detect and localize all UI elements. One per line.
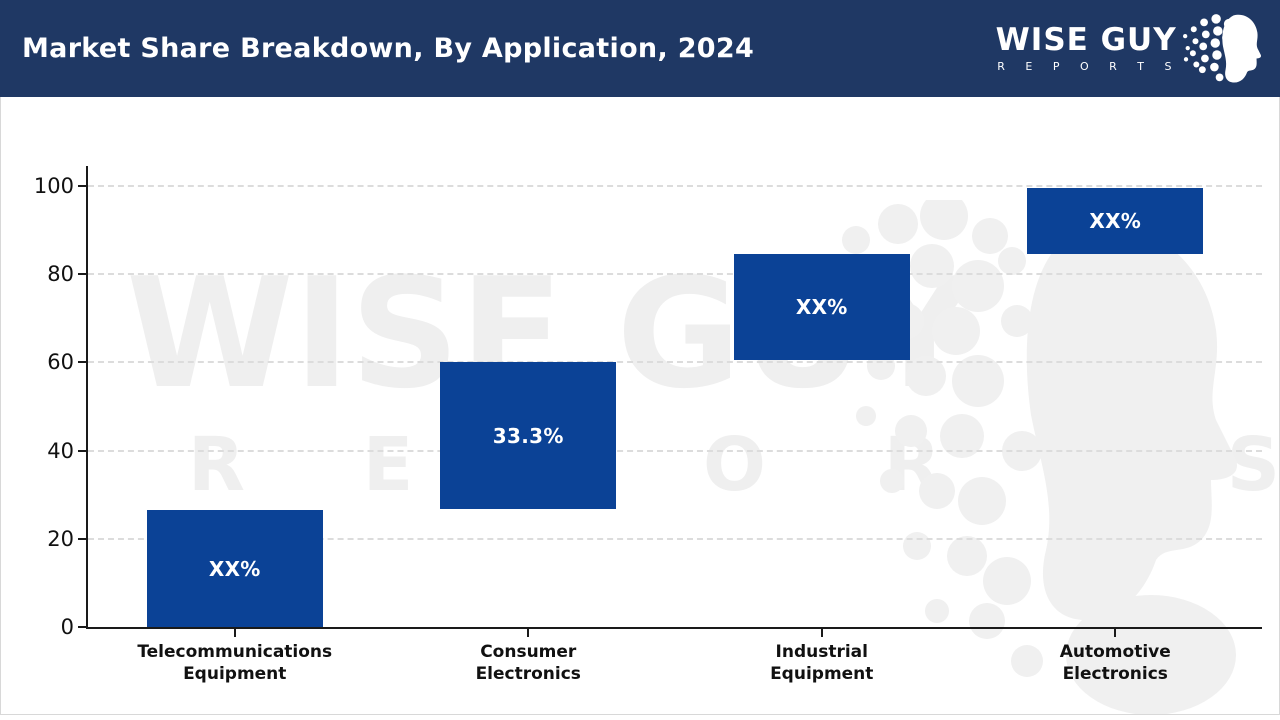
- x-axis-category-label: Industrial Equipment: [770, 642, 874, 685]
- bar-value-label: XX%: [1089, 209, 1142, 234]
- y-tick-label: 60: [47, 350, 74, 375]
- bar-value-label: 33.3%: [492, 423, 564, 448]
- y-gridline: [88, 537, 1262, 540]
- market-share-bar: XX%: [146, 510, 323, 627]
- y-tick-mark: [78, 626, 86, 628]
- page-title: Market Share Breakdown, By Application, …: [22, 33, 755, 64]
- y-tick-mark: [78, 185, 86, 187]
- market-share-bar: XX%: [733, 254, 910, 361]
- y-gridline: [88, 361, 1262, 364]
- market-share-bar: XX%: [1027, 188, 1204, 255]
- x-tick-mark: [233, 629, 236, 637]
- header-bar: Market Share Breakdown, By Application, …: [0, 0, 1280, 97]
- logo-wordmark: WISE GUY R E P O R T S: [992, 22, 1180, 74]
- logo-wordmark-sub: R E P O R T S: [997, 60, 1180, 73]
- y-tick-label: 80: [47, 262, 74, 287]
- y-tick-mark: [78, 537, 86, 540]
- x-axis-line: [86, 627, 1262, 629]
- x-axis-category-label: Telecommunications Equipment: [137, 642, 333, 685]
- y-tick-mark: [78, 449, 86, 452]
- watermark-head-graphic: [842, 200, 1237, 715]
- x-tick-mark: [1114, 629, 1117, 637]
- y-tick-label: 0: [60, 615, 74, 639]
- y-tick-mark: [78, 273, 86, 276]
- y-tick-mark: [78, 361, 86, 364]
- wiseguy-logo: WISE GUY R E P O R T S: [992, 9, 1266, 89]
- x-tick-mark: [820, 629, 823, 637]
- x-axis-category-label: Consumer Electronics: [475, 642, 581, 685]
- y-gridline: [88, 185, 1262, 187]
- y-tick-label: 40: [47, 438, 74, 463]
- y-axis-line: [86, 166, 88, 629]
- bar-value-label: XX%: [795, 295, 848, 320]
- y-gridline: [88, 273, 1262, 276]
- x-tick-mark: [527, 629, 530, 637]
- y-tick-label: 20: [47, 526, 74, 551]
- y-tick-label: 100: [33, 174, 74, 198]
- wiseguy-head-icon: [1183, 14, 1262, 83]
- bar-value-label: XX%: [208, 556, 261, 581]
- market-share-bar: 33.3%: [440, 362, 617, 510]
- y-gridline: [88, 449, 1262, 452]
- logo-wordmark-main: WISE GUY: [995, 22, 1177, 58]
- x-axis-category-label: Automotive Electronics: [1059, 642, 1171, 685]
